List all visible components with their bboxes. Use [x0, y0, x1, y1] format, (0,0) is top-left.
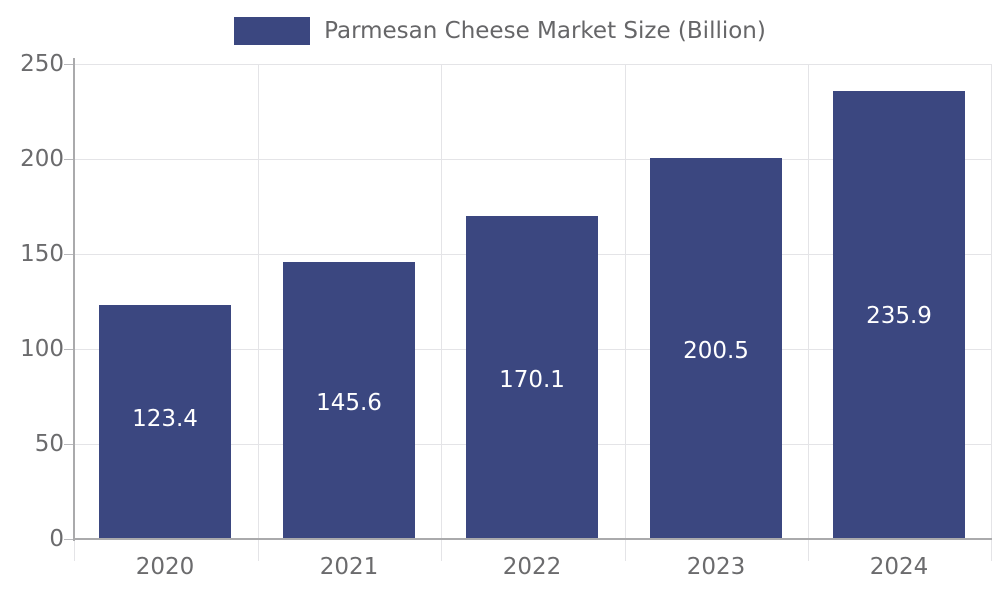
y-tick-mark-250	[64, 64, 73, 65]
x-tick-label-2021: 2021	[319, 554, 379, 580]
bar-2023[interactable]	[650, 158, 782, 539]
bar-value-label-2020: 123.4	[132, 406, 198, 432]
y-tick-label-150: 150	[20, 241, 64, 267]
y-tick-mark-100	[64, 349, 73, 350]
x-tick-label-2023: 2023	[686, 554, 746, 580]
y-tick-mark-150	[64, 254, 73, 255]
gridline-x-4-below	[808, 539, 809, 561]
y-tick-label-0: 0	[49, 526, 64, 552]
gridline-x-5-below	[991, 539, 992, 561]
y-tick-label-200: 200	[20, 146, 64, 172]
y-axis-spine	[73, 58, 75, 541]
bar-2020[interactable]	[99, 304, 231, 539]
legend-label: Parmesan Cheese Market Size (Billion)	[324, 17, 766, 44]
gridline-x-2-below	[441, 539, 442, 561]
y-tick-mark-0	[64, 539, 73, 540]
gridline-y-250	[74, 64, 992, 65]
gridline-x-0-below	[74, 539, 75, 561]
bar-value-label-2021: 145.6	[316, 390, 382, 416]
bar-value-label-2023: 200.5	[683, 338, 749, 364]
gridline-x-2	[441, 64, 442, 539]
x-tick-label-2024: 2024	[869, 554, 929, 580]
bar-value-label-2022: 170.1	[499, 367, 565, 393]
legend-color-swatch	[234, 17, 311, 45]
gridline-x-5	[991, 64, 992, 539]
bar-2022[interactable]	[466, 215, 598, 539]
y-tick-mark-50	[64, 444, 73, 445]
y-tick-label-50: 50	[34, 431, 64, 457]
x-axis-spine	[74, 538, 992, 540]
gridline-y-200	[74, 159, 992, 160]
y-tick-mark-200	[64, 159, 73, 160]
bar-value-label-2024: 235.9	[866, 303, 932, 329]
gridline-x-1-below	[258, 539, 259, 561]
x-tick-label-2020: 2020	[135, 554, 195, 580]
gridline-x-3	[625, 64, 626, 539]
x-tick-label-2022: 2022	[502, 554, 562, 580]
bar-2021[interactable]	[283, 262, 415, 539]
plot-area: 123.4 145.6 170.1 200.5 235.9	[74, 64, 992, 561]
gridline-x-3-below	[625, 539, 626, 561]
y-tick-label-100: 100	[20, 336, 64, 362]
gridline-x-1	[258, 64, 259, 539]
y-tick-label-250: 250	[20, 51, 64, 77]
chart-legend: Parmesan Cheese Market Size (Billion)	[0, 10, 1000, 52]
legend-item-parmesan-cheese-market-size[interactable]: Parmesan Cheese Market Size (Billion)	[234, 17, 766, 45]
bar-2024[interactable]	[833, 90, 965, 539]
gridline-x-4	[808, 64, 809, 539]
